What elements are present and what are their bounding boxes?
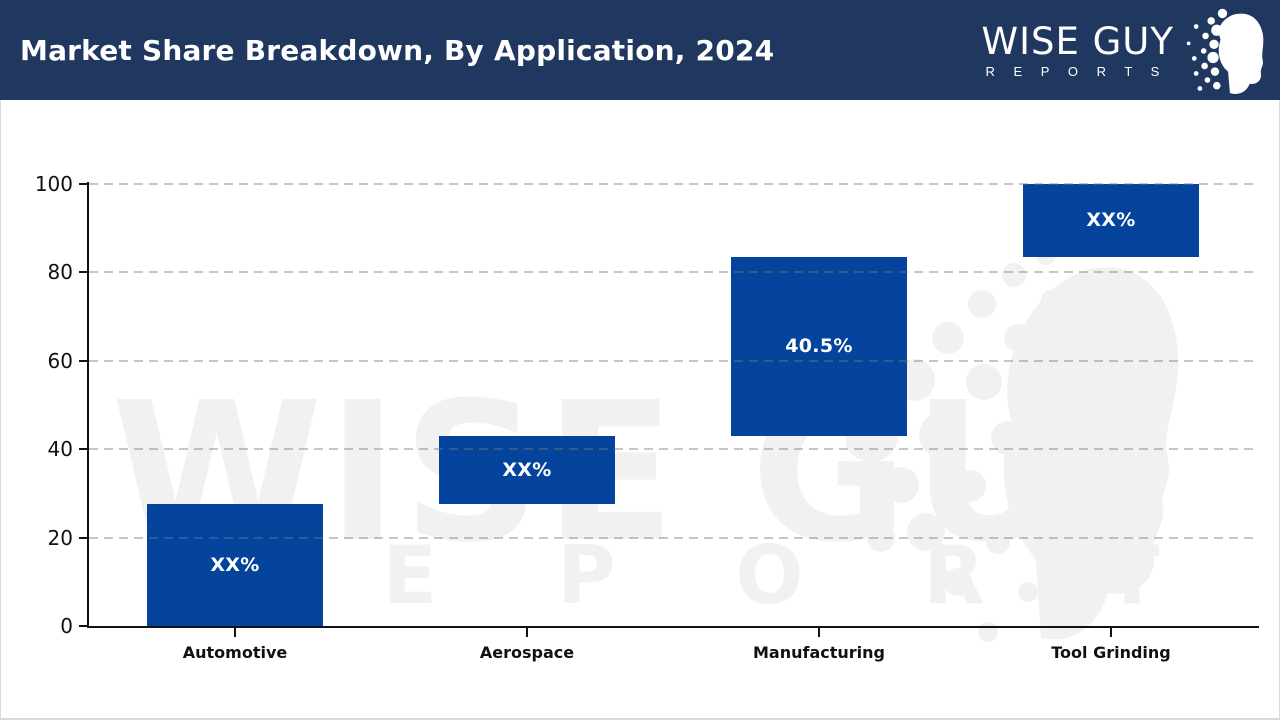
logo-wordmark-line1: WISE GUY	[981, 20, 1174, 63]
y-tick-label-100: 100	[34, 172, 73, 196]
x-tick-label-1: Aerospace	[479, 643, 575, 662]
gridline-40	[89, 448, 1257, 451]
gridline-20	[89, 536, 1257, 539]
y-tick-20	[79, 536, 87, 539]
x-tick-3	[1110, 628, 1112, 637]
bar-aerospace: XX%	[439, 435, 615, 505]
y-tick-label-80: 80	[47, 260, 73, 285]
y-tick-0	[79, 625, 87, 627]
bar-tool-grinding: XX%	[1023, 184, 1199, 257]
header: Market Share Breakdown, By Application, …	[0, 0, 1280, 100]
y-tick-60	[79, 359, 87, 362]
x-tick-0	[234, 628, 236, 637]
y-tick-label-40: 40	[47, 437, 73, 462]
y-tick-40	[79, 448, 87, 451]
bar-value-label: XX%	[1086, 209, 1136, 232]
plot-area: XX% XX% 40.5% XX%	[89, 183, 1257, 626]
y-tick-80	[79, 271, 87, 274]
y-tick-label-0: 0	[60, 614, 73, 638]
y-tick-100	[79, 183, 87, 185]
brand-logo: WISE GUY R E P O R T S	[982, 4, 1266, 96]
logo-face-icon	[1186, 8, 1264, 95]
y-axis-spine	[87, 182, 89, 628]
bar-value-label: XX%	[502, 459, 552, 482]
chart-area: WISE GU R E P O R T S XX% XX% 40.5% XX% 0 20…	[0, 100, 1280, 720]
gridline-80	[89, 271, 1257, 274]
page-title: Market Share Breakdown, By Application, …	[20, 33, 775, 67]
x-tick-label-0: Automotive	[182, 643, 288, 662]
x-tick-1	[526, 628, 528, 637]
x-axis-spine	[87, 626, 1259, 628]
logo-wordmark: WISE GUY R E P O R T S	[982, 23, 1174, 79]
y-tick-label-20: 20	[47, 525, 73, 550]
logo-wordmark-line2: R E P O R T S	[985, 64, 1167, 79]
x-tick-label-3: Tool Grinding	[1051, 643, 1171, 662]
bar-automotive: XX%	[147, 504, 323, 626]
x-tick-2	[818, 628, 820, 637]
bar-value-label: XX%	[210, 554, 260, 577]
x-tick-label-2: Manufacturing	[753, 643, 885, 662]
y-tick-label-60: 60	[47, 348, 73, 373]
gridline-100	[89, 183, 1257, 185]
bar-manufacturing: 40.5%	[731, 256, 907, 436]
gridline-60	[89, 359, 1257, 362]
bar-value-label: 40.5%	[785, 335, 853, 358]
